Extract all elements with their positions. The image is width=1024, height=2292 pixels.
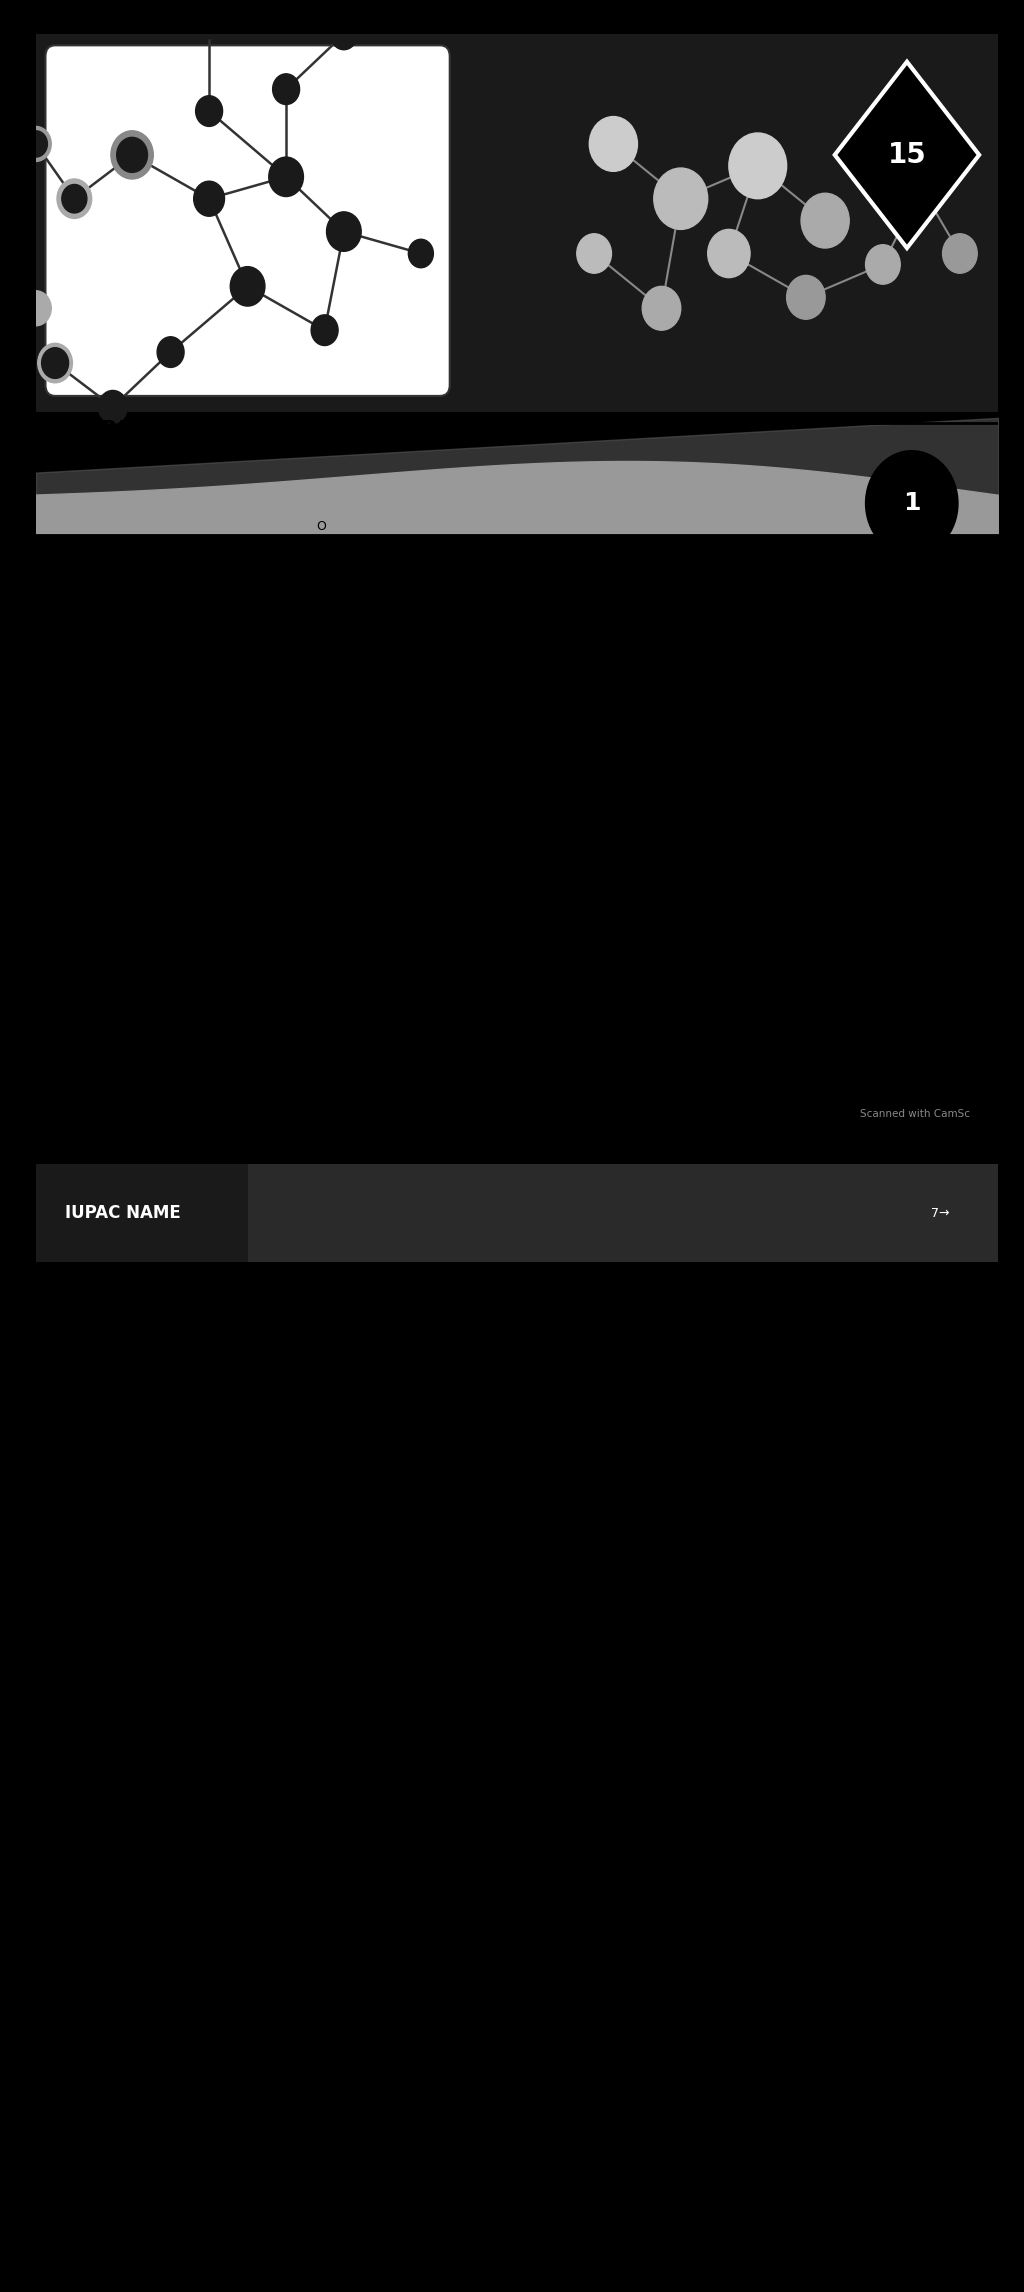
Circle shape [157, 337, 184, 367]
Text: 5.: 5. [70, 1561, 86, 1577]
Circle shape [708, 229, 750, 277]
Text: (b)  2-ethoxy-1, 1-dimethyl cyclohexane: (b) 2-ethoxy-1, 1-dimethyl cyclohexane [565, 1027, 816, 1038]
Circle shape [25, 131, 47, 158]
Circle shape [327, 211, 361, 252]
Text: Cl: Cl [181, 541, 194, 555]
FancyBboxPatch shape [45, 46, 450, 397]
Circle shape [268, 158, 303, 197]
Polygon shape [835, 62, 979, 248]
Text: Scanned with CamSc: Scanned with CamSc [859, 1109, 970, 1118]
Circle shape [0, 206, 11, 236]
Circle shape [942, 234, 977, 273]
Circle shape [331, 18, 357, 50]
Text: 1: 1 [903, 490, 921, 516]
Circle shape [865, 245, 900, 284]
Text: IUPAC name of: IUPAC name of [152, 960, 254, 974]
Text: (a)  1-Ethoxy-2, 2-dimethylcyclohexane: (a) 1-Ethoxy-2, 2-dimethylcyclohexane [103, 1027, 379, 1038]
Text: 15: 15 [888, 140, 927, 170]
Text: C—OH: C—OH [382, 587, 427, 601]
Circle shape [642, 286, 681, 330]
Circle shape [577, 234, 611, 273]
Text: CH₃: CH₃ [472, 860, 495, 871]
Text: (c)  1, 1-Dimethyl-2-ethoxycyclohexane: (c) 1, 1-Dimethyl-2-ethoxycyclohexane [103, 1066, 380, 1080]
Circle shape [865, 452, 958, 557]
Text: (a)  Hex-5-en-1-yne: (a) Hex-5-en-1-yne [152, 882, 282, 896]
Circle shape [196, 9, 222, 39]
Text: (b)  2, 2: (b) 2, 2 [305, 1513, 354, 1524]
Circle shape [272, 0, 300, 7]
Text: 2.: 2. [75, 830, 92, 846]
Circle shape [194, 181, 224, 215]
Text: (b)  2: (b) 2 [565, 740, 601, 754]
FancyBboxPatch shape [36, 1164, 248, 1263]
Circle shape [117, 138, 147, 172]
Circle shape [801, 193, 849, 248]
Text: CH  IUPAC name will be :: CH IUPAC name will be : [344, 830, 515, 843]
Circle shape [61, 183, 87, 213]
Text: CO—O—C₂H₅: CO—O—C₂H₅ [404, 1834, 485, 1847]
Text: respectively ?: respectively ? [109, 1348, 195, 1359]
Circle shape [42, 348, 69, 378]
Circle shape [272, 73, 300, 105]
Circle shape [590, 117, 637, 172]
Text: Br: Br [229, 541, 243, 555]
Text: IUPAC NAME: IUPAC NAME [65, 1203, 180, 1222]
Text: (d)  Hex-1-en-6-yne: (d) Hex-1-en-6-yne [565, 928, 695, 940]
Text: (a)  1: (a) 1 [152, 740, 186, 754]
Circle shape [230, 266, 265, 307]
Text: CH₃: CH₃ [430, 1531, 453, 1545]
Circle shape [409, 238, 433, 268]
Text: is: is [556, 972, 566, 986]
Text: CH₃: CH₃ [502, 1531, 523, 1545]
Text: Br: Br [453, 1533, 466, 1547]
Bar [36, 34, 998, 413]
Text: (a)  3, 7-dimethyloct-2, 6-dienal: (a) 3, 7-dimethyloct-2, 6-dienal [84, 1669, 284, 1682]
Polygon shape [835, 62, 979, 248]
Text: 6.: 6. [70, 1756, 86, 1772]
Text: OEt: OEt [529, 919, 551, 933]
Text: (b)  2, 6-dimethyloct-2, 6-dienal-8: (b) 2, 6-dimethyloct-2, 6-dienal-8 [546, 1669, 758, 1682]
Circle shape [20, 291, 51, 325]
Text: (b)  Hex-1-en-5-yne: (b) Hex-1-en-5-yne [565, 882, 695, 896]
Circle shape [57, 179, 92, 218]
Text: (a)  2, 3: (a) 2, 3 [75, 1513, 124, 1524]
Text: (d)  7-aldo-2,6-dimethylhept-2, 6-diene: (d) 7-aldo-2,6-dimethylhept-2, 6-diene [546, 1712, 792, 1726]
Text: I: I [234, 642, 238, 656]
Circle shape [729, 133, 786, 199]
Circle shape [98, 390, 127, 424]
Text: Write the IUPAC name of the following compound :: Write the IUPAC name of the following co… [109, 1756, 425, 1769]
Text: 7→: 7→ [931, 1206, 949, 1219]
Text: (c)  3: (c) 3 [152, 784, 186, 798]
Circle shape [111, 131, 154, 179]
Text: O: O [315, 520, 326, 532]
Bar [36, 1164, 998, 1263]
Text: (d)  2-methyl-1, 1-ethoxy cyclohexane: (d) 2-methyl-1, 1-ethoxy cyclohexane [565, 1066, 805, 1080]
Text: CH₃: CH₃ [391, 860, 413, 871]
Circle shape [900, 163, 942, 211]
Text: (c)  7-formyl-2, 6-dimethylhept-2, 6-diene: (c) 7-formyl-2, 6-dimethylhept-2, 6-dien… [84, 1712, 345, 1726]
Circle shape [38, 344, 73, 383]
Circle shape [786, 275, 825, 319]
Text: Which IUPAC name is correct for the given compound ?: Which IUPAC name is correct for the give… [109, 1561, 454, 1575]
Text: (d)  4: (d) 4 [565, 784, 601, 798]
Circle shape [196, 96, 222, 126]
Text: CO—Cl: CO—Cl [404, 1928, 447, 1939]
Circle shape [311, 314, 338, 346]
Text: (c)  3, 3: (c) 3, 3 [537, 1513, 585, 1524]
Text: 4.: 4. [70, 1306, 86, 1320]
Text: 1.: 1. [75, 566, 92, 584]
Text: (d)  2, 0: (d) 2, 0 [767, 1513, 817, 1524]
Text: OHC: OHC [305, 1609, 334, 1623]
Circle shape [653, 167, 708, 229]
Text: How many secondary carbon and hydrogen atoms are present in the molecule given b: How many secondary carbon and hydrogen a… [109, 1306, 681, 1318]
Text: (c)  Hex-6-en-1-yne: (c) Hex-6-en-1-yne [152, 928, 281, 940]
Text: IUPAC NAME: IUPAC NAME [75, 419, 229, 440]
Text: Br: Br [490, 1336, 505, 1350]
Text: Total number of substituent present in the given following compound :: Total number of substituent present in t… [152, 692, 623, 704]
Circle shape [20, 126, 51, 160]
Text: 3.: 3. [75, 960, 92, 979]
